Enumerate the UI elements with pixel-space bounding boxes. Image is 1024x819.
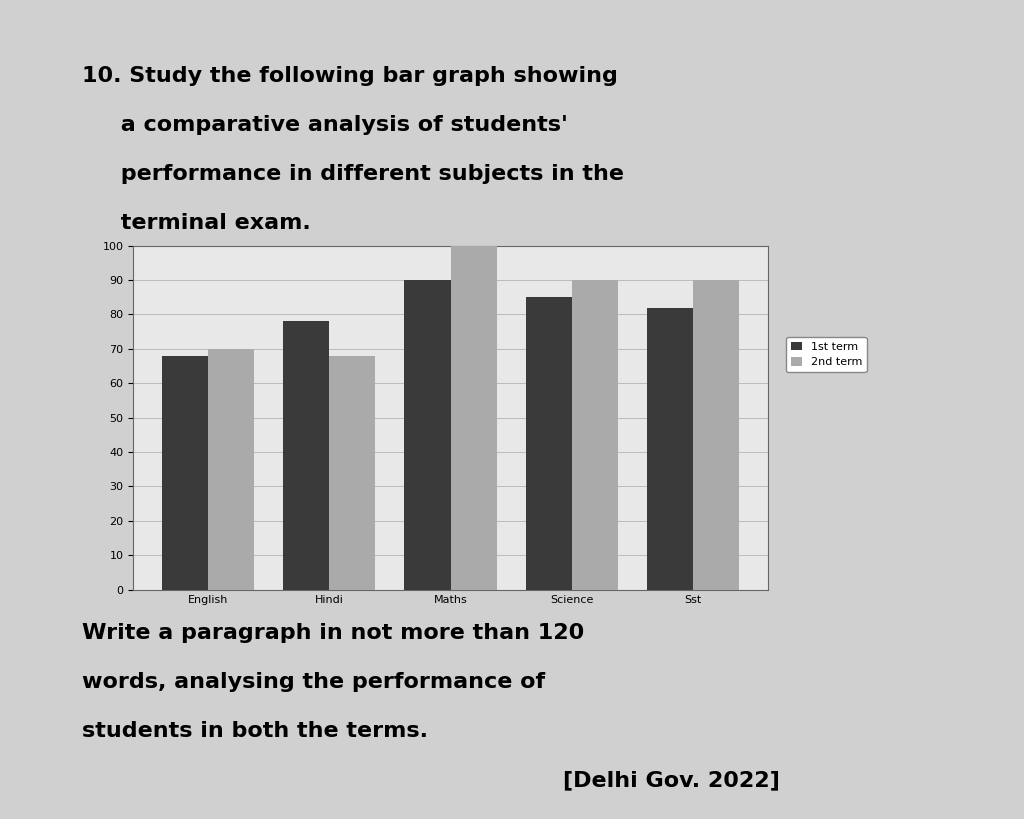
Bar (208, 349, 254, 590)
Bar (525, 297, 571, 590)
Text: performance in different subjects in the: performance in different subjects in the (82, 164, 624, 184)
Bar (162, 355, 208, 590)
Text: words, analysing the performance of: words, analysing the performance of (82, 672, 545, 692)
Bar (284, 321, 330, 590)
Text: students in both the terms.: students in both the terms. (82, 721, 428, 741)
Text: [Delhi Gov. 2022]: [Delhi Gov. 2022] (563, 770, 780, 790)
Text: 10. Study the following bar graph showing: 10. Study the following bar graph showin… (82, 66, 617, 86)
Text: terminal exam.: terminal exam. (82, 213, 310, 233)
Bar (451, 246, 497, 590)
Text: a comparative analysis of students': a comparative analysis of students' (82, 115, 567, 135)
Bar (330, 355, 376, 590)
Bar (693, 280, 739, 590)
Legend: 1st term, 2nd term: 1st term, 2nd term (786, 337, 866, 372)
Bar (404, 280, 451, 590)
Bar (571, 280, 617, 590)
Bar (647, 308, 693, 590)
Text: Write a paragraph in not more than 120: Write a paragraph in not more than 120 (82, 622, 584, 643)
